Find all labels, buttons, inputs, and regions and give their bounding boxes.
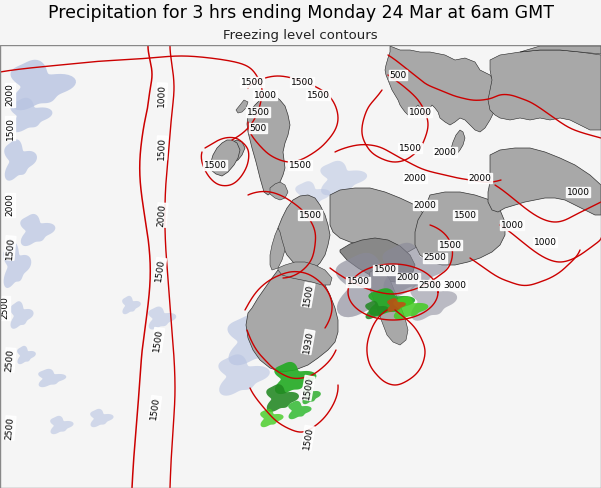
Text: 1500: 1500	[5, 117, 14, 140]
Polygon shape	[10, 98, 52, 132]
Polygon shape	[488, 148, 601, 215]
Polygon shape	[122, 296, 141, 314]
Text: 1500: 1500	[240, 78, 263, 86]
Polygon shape	[335, 253, 418, 317]
Text: 1500: 1500	[454, 210, 477, 220]
Polygon shape	[218, 354, 270, 396]
Text: 1500: 1500	[299, 210, 322, 220]
Polygon shape	[302, 386, 321, 404]
Text: 2000: 2000	[413, 201, 436, 209]
Text: 1500: 1500	[347, 278, 370, 286]
Text: 1500: 1500	[149, 396, 161, 420]
Polygon shape	[393, 297, 429, 320]
Polygon shape	[415, 192, 505, 265]
Text: 1500: 1500	[157, 136, 167, 160]
Text: 3000: 3000	[444, 281, 466, 289]
Polygon shape	[387, 298, 406, 312]
Text: 2500: 2500	[424, 253, 447, 263]
Text: 1500: 1500	[398, 143, 421, 153]
Polygon shape	[210, 140, 240, 176]
Polygon shape	[368, 288, 415, 316]
Text: 1500: 1500	[204, 161, 227, 169]
Polygon shape	[270, 228, 285, 270]
Text: 1000: 1000	[567, 187, 590, 197]
Text: 1500: 1500	[154, 258, 166, 282]
Text: Precipitation for 3 hrs ending Monday 24 Mar at 6am GMT: Precipitation for 3 hrs ending Monday 24…	[47, 3, 554, 21]
Text: 1500: 1500	[246, 107, 269, 117]
Polygon shape	[488, 50, 601, 130]
Text: 1500: 1500	[307, 90, 329, 100]
Text: 1500: 1500	[302, 426, 314, 450]
Polygon shape	[270, 182, 288, 200]
Polygon shape	[365, 301, 389, 319]
Polygon shape	[368, 268, 408, 345]
Polygon shape	[236, 100, 248, 113]
Polygon shape	[10, 60, 76, 110]
Text: 2000: 2000	[433, 147, 456, 157]
Polygon shape	[410, 279, 457, 321]
Polygon shape	[90, 409, 114, 427]
Text: 500: 500	[249, 123, 267, 133]
Polygon shape	[260, 409, 284, 427]
Text: 1000: 1000	[254, 90, 276, 100]
Text: 1000: 1000	[534, 238, 557, 246]
Text: 1500: 1500	[373, 265, 397, 274]
Polygon shape	[520, 46, 601, 54]
Polygon shape	[450, 130, 465, 155]
Polygon shape	[248, 98, 280, 136]
Text: 1930: 1930	[302, 330, 314, 354]
Polygon shape	[17, 346, 36, 364]
Text: 2000: 2000	[5, 83, 14, 106]
Text: 2500: 2500	[418, 281, 442, 289]
Polygon shape	[266, 384, 299, 412]
Polygon shape	[246, 268, 338, 372]
Text: 1500: 1500	[288, 161, 311, 169]
Polygon shape	[50, 416, 73, 434]
Text: 2000: 2000	[403, 174, 427, 183]
Text: 1000: 1000	[157, 83, 167, 107]
Polygon shape	[4, 139, 37, 181]
Text: 2000: 2000	[5, 194, 14, 217]
Polygon shape	[278, 262, 332, 285]
Polygon shape	[274, 362, 316, 394]
Polygon shape	[340, 238, 415, 282]
Text: 1500: 1500	[5, 236, 16, 260]
Text: 500: 500	[389, 70, 407, 80]
Polygon shape	[385, 46, 500, 132]
Polygon shape	[288, 401, 311, 419]
Text: 1500: 1500	[439, 241, 462, 249]
Text: 2500: 2500	[5, 348, 16, 372]
Polygon shape	[148, 306, 176, 329]
Polygon shape	[320, 161, 367, 195]
Text: 1500: 1500	[152, 328, 164, 352]
Text: 2500: 2500	[1, 297, 10, 320]
Text: 2500: 2500	[5, 416, 16, 440]
Text: 2000: 2000	[156, 203, 168, 227]
Polygon shape	[278, 195, 330, 270]
Text: 1000: 1000	[409, 107, 432, 117]
Polygon shape	[38, 369, 66, 387]
Text: 1500: 1500	[302, 283, 314, 307]
Text: 1000: 1000	[501, 221, 523, 229]
Polygon shape	[20, 214, 55, 246]
Text: 2000: 2000	[469, 174, 492, 183]
Text: 1500: 1500	[302, 376, 314, 400]
Polygon shape	[10, 301, 34, 329]
Polygon shape	[382, 243, 448, 293]
Polygon shape	[3, 242, 31, 288]
Text: 2000: 2000	[397, 273, 419, 283]
Polygon shape	[295, 181, 331, 209]
Text: 1500: 1500	[290, 78, 314, 86]
Polygon shape	[247, 95, 290, 195]
Text: Freezing level contours: Freezing level contours	[223, 29, 378, 41]
Polygon shape	[225, 140, 245, 162]
Polygon shape	[330, 188, 430, 255]
Polygon shape	[228, 315, 293, 366]
